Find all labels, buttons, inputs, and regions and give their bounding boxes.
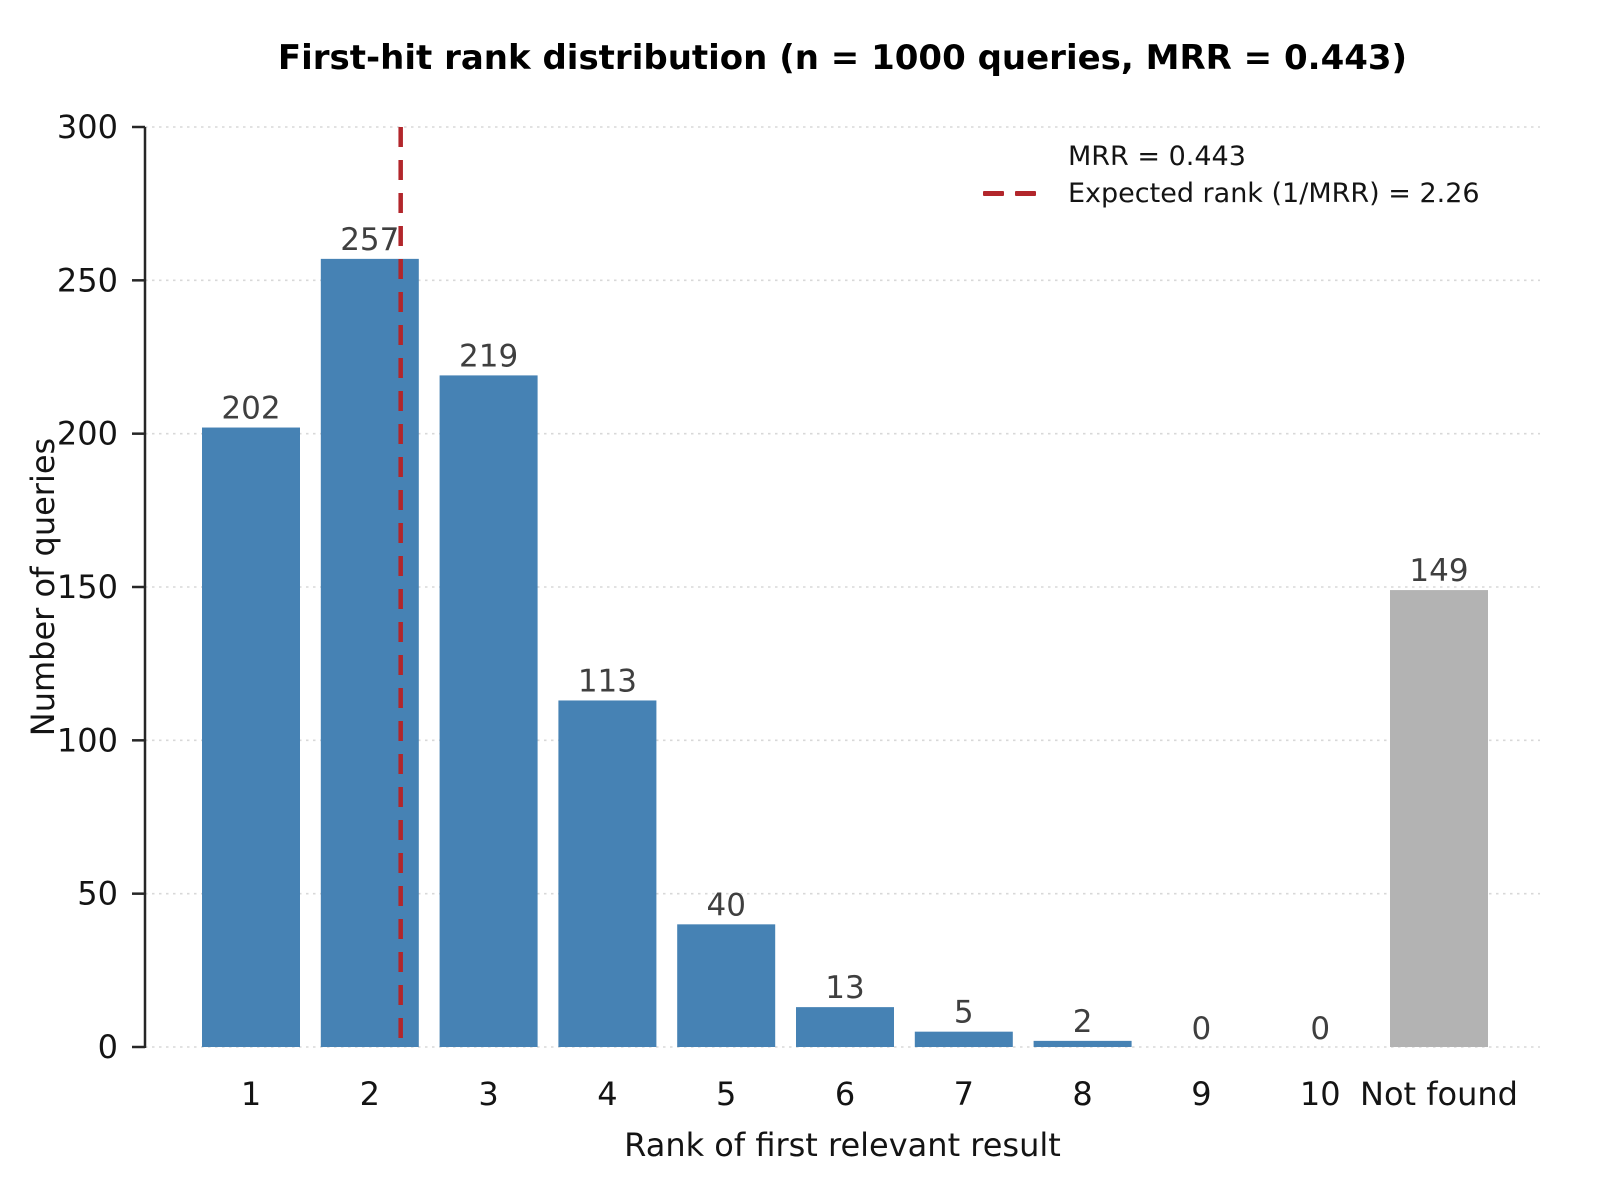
bar-8 [1033,1040,1132,1047]
x-tick-label: 3 [478,1075,498,1113]
legend-label-mrr: MRR = 0.443 [1068,141,1246,172]
y-tick-label: 250 [57,261,118,299]
bar-value-label: 13 [825,970,864,1006]
y-tick-label: 150 [57,568,118,606]
bar-value-label: 40 [706,887,745,923]
x-tick-label: 1 [241,1075,261,1113]
y-tick-label: 300 [57,108,118,146]
x-tick-label: 8 [1072,1075,1092,1113]
bar-1 [202,427,300,1047]
x-tick-label: 9 [1191,1075,1211,1113]
x-tick-label: 7 [954,1075,974,1113]
bar-value-label: 257 [340,222,399,258]
legend-label-expected-rank: Expected rank (1/MRR) = 2.26 [1068,178,1480,209]
y-axis-title: Number of queries [24,437,62,737]
y-tick-label: 50 [77,875,118,913]
x-tick-label: 5 [716,1075,736,1113]
bar-4 [558,700,657,1047]
x-tick-label: 10 [1300,1075,1341,1113]
bar-6 [796,1007,894,1047]
y-tick-label: 200 [57,415,118,453]
bar-2 [320,258,419,1047]
bar-value-label: 0 [1192,1011,1212,1047]
legend-item-expected-rank: Expected rank (1/MRR) = 2.26 [983,175,1480,212]
x-tick-label: Not found [1360,1075,1518,1113]
x-tick-label: 6 [835,1075,855,1113]
x-axis-title: Rank of first relevant result [624,1126,1061,1164]
legend-dash [983,191,1004,196]
y-tick-label: 100 [57,721,118,759]
bar-Not found [1390,590,1488,1047]
legend-dash [1015,191,1036,196]
bar-value-label: 0 [1310,1011,1330,1047]
x-tick-label: 2 [360,1075,380,1113]
bar-value-label: 219 [459,338,518,374]
chart-title: First-hit rank distribution (n = 1000 qu… [277,38,1408,78]
legend: MRR = 0.443 Expected rank (1/MRR) = 2.26 [983,138,1480,212]
bar-value-label: 113 [578,663,637,699]
bar-7 [914,1031,1013,1047]
y-tick-label: 0 [98,1028,118,1066]
x-tick-label: 4 [597,1075,617,1113]
legend-item-mrr: MRR = 0.443 [983,138,1480,175]
bar-value-label: 202 [221,391,280,427]
bar-5 [677,924,776,1047]
bar-value-label: 149 [1409,553,1468,589]
bar-3 [439,375,538,1047]
bar-value-label: 2 [1073,1004,1093,1040]
red-dashed-line-swatch [983,191,1037,196]
bar-value-label: 5 [954,995,974,1031]
